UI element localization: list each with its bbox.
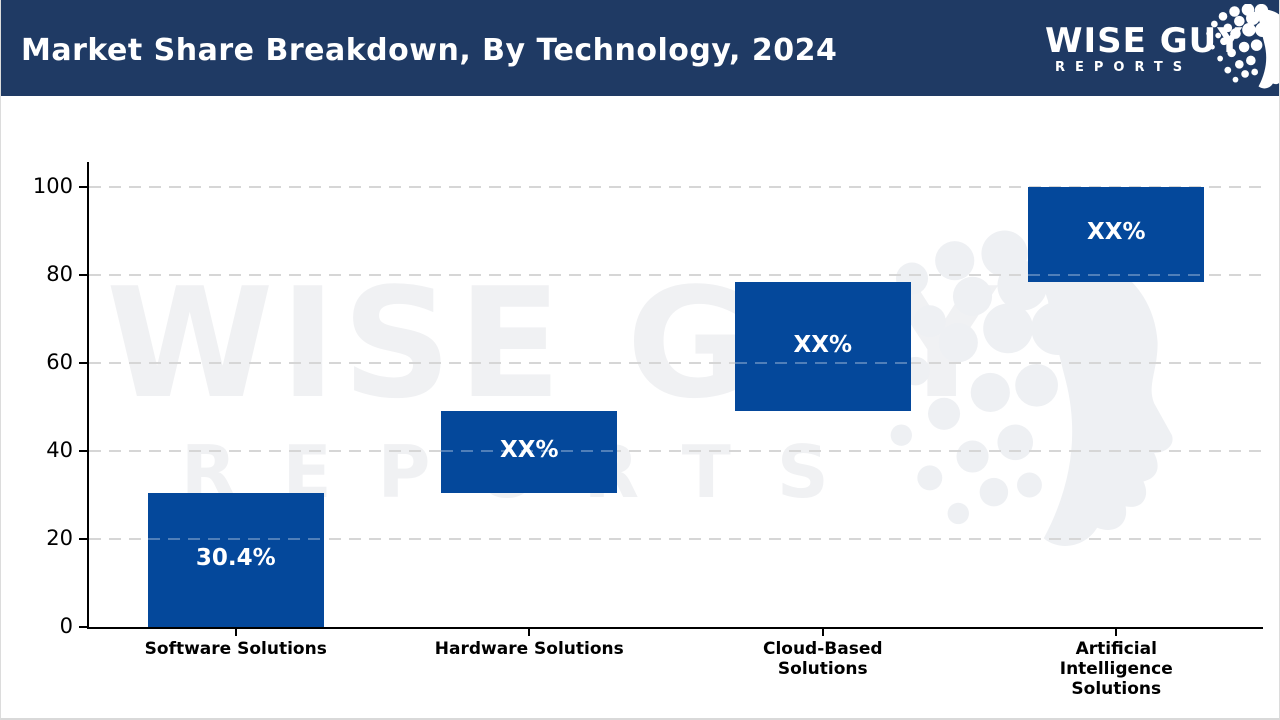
y-tick-mark — [79, 626, 87, 628]
y-tick-mark — [79, 450, 87, 452]
x-tick-mark — [234, 629, 237, 636]
logo-wordmark: WISE GUY — [1045, 21, 1243, 61]
bar-gridline-dash — [147, 538, 324, 540]
y-gridline — [89, 538, 1263, 540]
y-tick-label: 20 — [46, 526, 73, 550]
y-gridline — [89, 186, 1263, 188]
bar-value-label: 30.4% — [195, 545, 276, 572]
x-category-label: Software Solutions — [96, 639, 376, 659]
y-tick-label: 100 — [32, 174, 73, 198]
x-category-label-line: Solutions — [777, 659, 868, 679]
bar — [734, 281, 911, 412]
x-category-label-line: Intelligence — [1059, 659, 1173, 679]
y-tick-label: 80 — [46, 262, 73, 286]
page-title: Market Share Breakdown, By Technology, 2… — [21, 33, 838, 68]
logo-reports-text: REPORTS — [1055, 60, 1193, 75]
bar-gridline-dash — [1028, 274, 1205, 276]
y-tick-mark — [79, 274, 87, 276]
y-tick-label: 0 — [59, 614, 73, 638]
y-tick-mark — [79, 186, 87, 188]
y-gridline — [89, 450, 1263, 452]
y-gridline — [89, 274, 1263, 276]
x-category-label-line: Hardware Solutions — [434, 639, 624, 659]
bar-gridline-dash — [734, 362, 911, 364]
bar — [1028, 187, 1205, 282]
wise-guy-logo: WISE GUY REPORTS — [1031, 0, 1279, 96]
chart-area: WISE GUY REPORTS 02040608010030.4%Softwa… — [1, 96, 1279, 718]
report-header: Market Share Breakdown, By Technology, 2… — [1, 0, 1279, 96]
x-category-label-line: Solutions — [1071, 679, 1162, 699]
x-tick-mark — [528, 629, 531, 636]
bar-value-label: XX% — [499, 437, 559, 464]
y-tick-label: 40 — [46, 438, 73, 462]
x-category-label: Artificial Intelligence Solutions — [976, 639, 1256, 699]
bar — [147, 493, 324, 627]
x-category-label-line: Cloud-Based — [762, 639, 883, 659]
x-category-label-line: Artificial — [1075, 639, 1157, 659]
y-tick-mark — [79, 362, 87, 364]
x-category-label: Hardware Solutions — [389, 639, 669, 659]
bar — [441, 411, 618, 494]
logo-face-icon — [1206, 4, 1279, 89]
y-tick-label: 60 — [46, 350, 73, 374]
x-tick-mark — [821, 629, 824, 636]
x-tick-mark — [1115, 629, 1118, 636]
x-category-label-line: Software Solutions — [144, 639, 327, 659]
y-gridline — [89, 362, 1263, 364]
y-axis-line — [87, 162, 89, 629]
bar-value-label: XX% — [1086, 219, 1146, 246]
bar-gridline-dash — [441, 450, 618, 452]
x-category-label: Cloud-Based Solutions — [683, 639, 963, 679]
y-tick-mark — [79, 538, 87, 540]
bar-value-label: XX% — [793, 331, 852, 358]
x-axis-line — [89, 627, 1263, 629]
